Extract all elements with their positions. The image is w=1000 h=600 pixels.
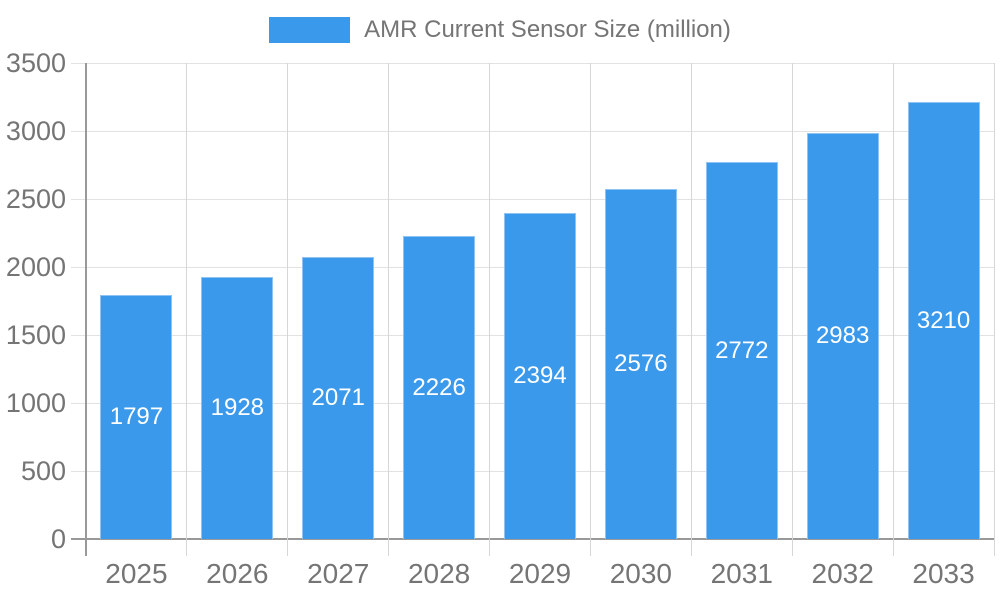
y-axis-tick-label: 1000 [5,388,66,418]
bar-2033 [907,102,980,539]
gridline-vertical [993,63,995,556]
gridline-vertical [791,63,793,556]
gridline-vertical [489,63,491,556]
gridline-vertical [589,63,591,556]
y-axis-tick-label: 500 [20,456,66,486]
bar-2030 [604,188,677,539]
x-axis-tick-label: 2026 [206,558,269,589]
y-axis-tick-label: 3500 [5,48,66,78]
gridline-vertical [287,63,289,556]
bar-value-label: 2772 [715,336,769,364]
bar-value-label: 2226 [412,373,466,401]
bar-value-label: 1797 [109,402,164,430]
x-axis-tick-label: 2030 [609,558,673,589]
bar-2031 [705,162,778,539]
gridline-vertical [690,63,692,556]
y-axis-tick-label: 3000 [5,116,66,146]
bar-2028 [403,236,476,539]
bar-2026 [201,276,274,539]
gridline-vertical [892,63,894,556]
x-axis-tick-label: 2031 [710,558,773,589]
bar-value-label: 2983 [815,322,870,350]
chart-legend-item[interactable]: AMR Current Sensor Size (million) [0,17,1000,43]
bar-value-label: 2071 [311,384,365,412]
bar-2029 [504,213,576,539]
y-axis-line [85,63,87,556]
y-axis-tick-label: 2500 [5,184,66,214]
bar-value-label: 3210 [916,306,971,334]
gridline-horizontal [71,62,994,64]
gridline-horizontal [71,198,994,200]
x-axis-tick-label: 2028 [407,558,471,589]
bar-2027 [302,257,375,539]
gridline-horizontal [71,130,994,132]
y-axis-tick-label: 0 [50,524,66,554]
bar-2032 [806,133,879,539]
y-axis-tick-label: 1500 [5,320,66,350]
bar-2025 [100,294,173,539]
gridline-vertical [388,63,390,556]
legend-swatch [269,17,351,43]
x-axis-line [71,538,994,540]
legend-label: AMR Current Sensor Size (million) [364,16,731,43]
bar-value-label: 2576 [614,349,668,377]
gridline-vertical [186,63,188,556]
x-axis-tick-label: 2029 [508,558,572,589]
x-axis-tick-label: 2032 [811,558,874,589]
x-axis-tick-label: 2027 [307,558,370,589]
x-axis-tick-label: 2025 [105,558,168,589]
y-axis-tick-label: 2000 [5,252,66,282]
bar-value-label: 1928 [210,393,265,421]
bar-value-label: 2394 [513,362,567,390]
x-axis-tick-label: 2033 [912,558,975,589]
